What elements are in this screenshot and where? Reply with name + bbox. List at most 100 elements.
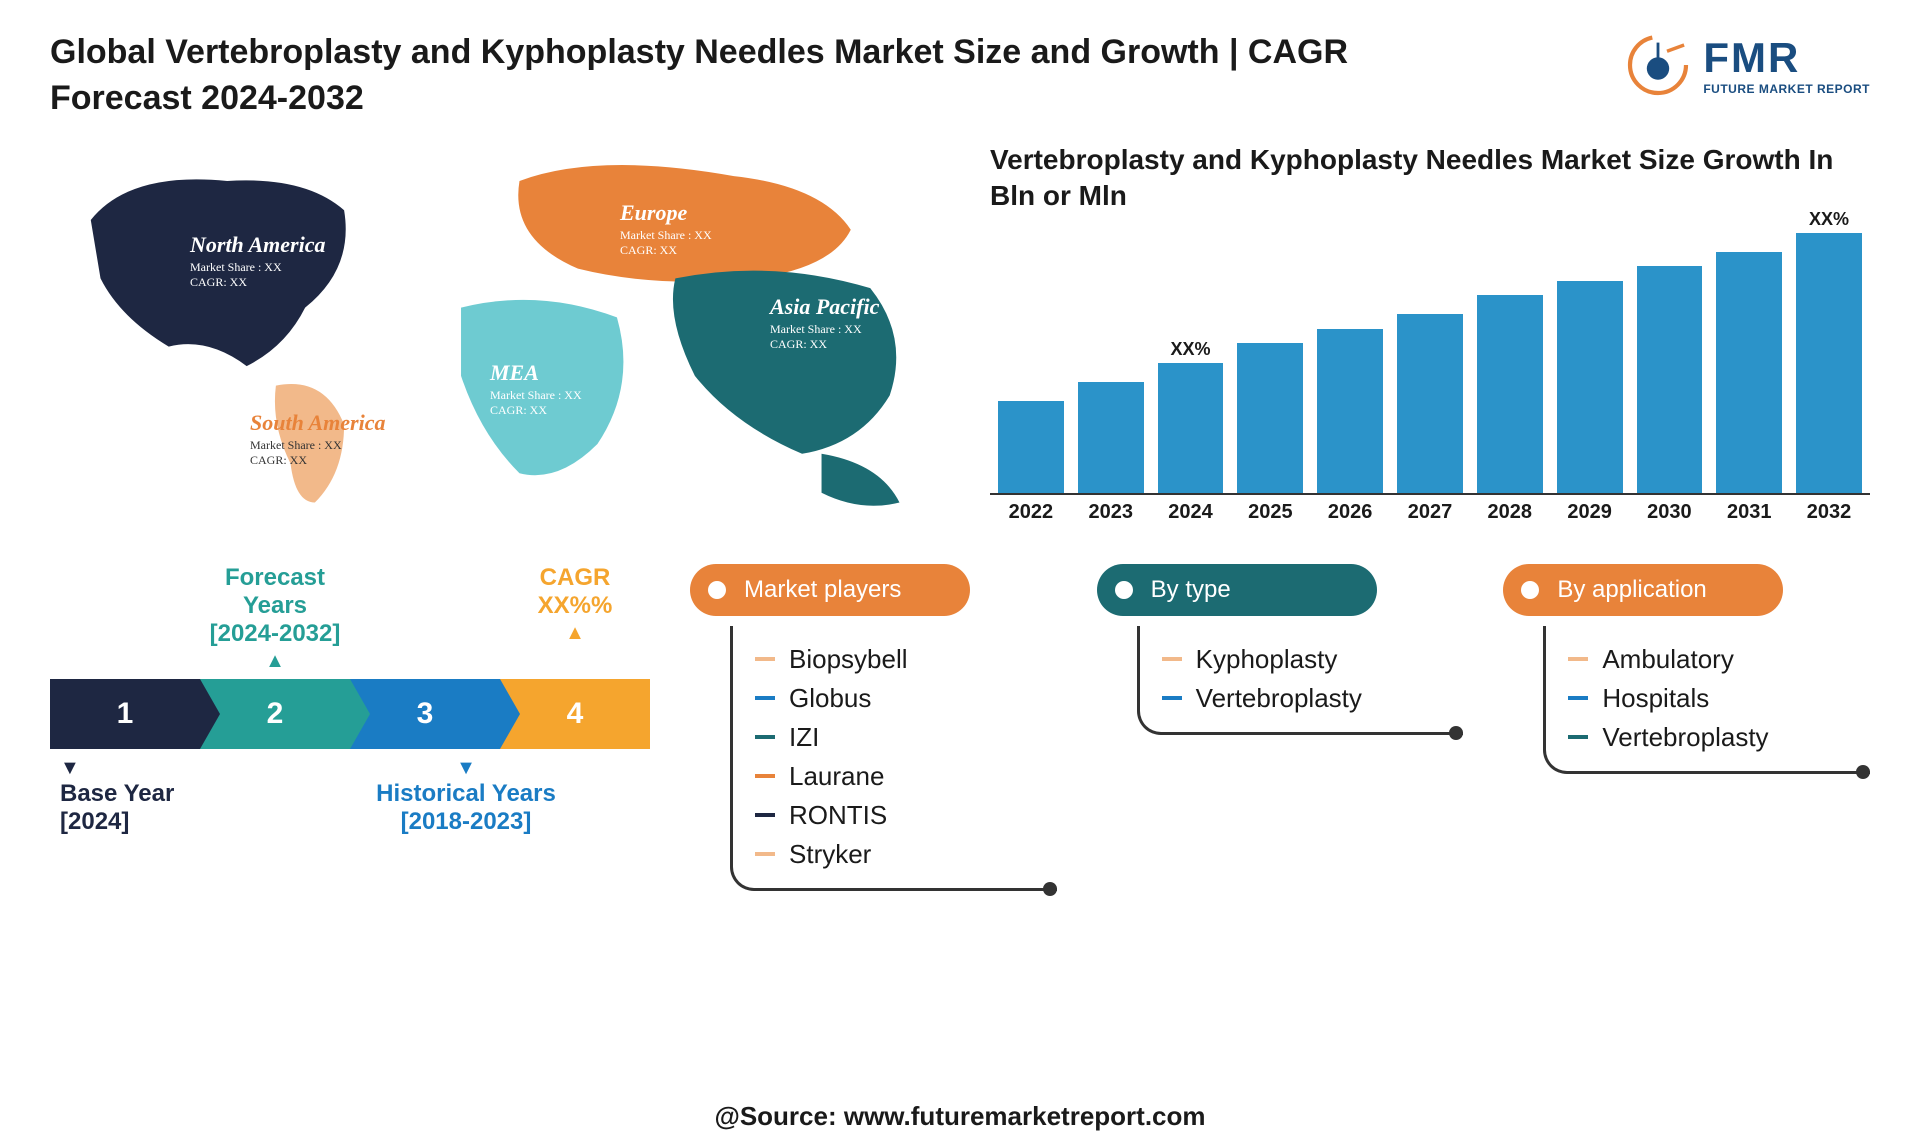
cagr-text: CAGR — [540, 564, 611, 591]
list-item-text: Laurane — [789, 761, 884, 792]
bar — [998, 401, 1064, 492]
category-list: BiopsybellGlobusIZILauraneRONTISStryker — [730, 626, 1057, 891]
tick-icon — [755, 735, 775, 739]
bar — [1557, 281, 1623, 493]
timeline-segment-4: 4 — [500, 679, 650, 749]
list-item-text: Kyphoplasty — [1196, 644, 1338, 675]
category-pill: By application — [1503, 564, 1783, 616]
bar — [1397, 314, 1463, 492]
list-item-text: Stryker — [789, 839, 871, 870]
bar — [1637, 266, 1703, 492]
bar-annotation: XX% — [1809, 209, 1849, 230]
timeline-segment-3: 3 — [350, 679, 500, 749]
infographic-root: Global Vertebroplasty and Kyphoplasty Ne… — [0, 0, 1920, 1146]
list-item-text: Globus — [789, 683, 871, 714]
bottom-row: Forecast Years [2024-2032] ▲ CAGR XX%% ▲… — [50, 564, 1870, 891]
bar-col — [1078, 382, 1144, 493]
tick-icon — [1162, 657, 1182, 661]
list-item: Ambulatory — [1568, 640, 1870, 679]
bar-col — [1397, 314, 1463, 492]
list-item: Vertebroplasty — [1162, 679, 1464, 718]
header: Global Vertebroplasty and Kyphoplasty Ne… — [50, 30, 1870, 122]
brand-logo: FMR FUTURE MARKET REPORT — [1623, 30, 1870, 100]
tick-icon — [1568, 696, 1588, 700]
category-column: Market players Biopsybell Globus IZI Laurane… — [690, 564, 1057, 891]
world-map: North America Market Share : XXCAGR: XX S… — [50, 142, 950, 522]
logo-icon — [1623, 30, 1693, 100]
year-label: 2022 — [998, 501, 1064, 524]
bar: XX% — [1796, 233, 1862, 493]
list-item-text: Biopsybell — [789, 644, 908, 675]
bar — [1237, 343, 1303, 492]
year-label: 2028 — [1477, 501, 1543, 524]
list-item: IZI — [755, 718, 1057, 757]
bar-col: XX% — [1158, 363, 1224, 493]
bar-col — [1637, 266, 1703, 492]
tick-icon — [755, 852, 775, 856]
forecast-range: [2024-2032] — [210, 620, 341, 647]
year-label: 2025 — [1237, 501, 1303, 524]
year-label: 2024 — [1158, 501, 1224, 524]
base-text: Base Year — [60, 780, 174, 807]
list-item: Kyphoplasty — [1162, 640, 1464, 679]
bar-col — [1237, 343, 1303, 492]
region-label-na: North America Market Share : XXCAGR: XX — [190, 232, 325, 291]
bar-col — [998, 401, 1064, 492]
year-label: 2027 — [1397, 501, 1463, 524]
hist-range: [2018-2023] — [401, 808, 532, 835]
bars-area: XX% XX% — [990, 225, 1870, 495]
tick-icon — [1568, 657, 1588, 661]
hist-label: ▼ Historical Years [2018-2023] — [350, 755, 582, 836]
bar-annotation: XX% — [1171, 339, 1211, 360]
triangle-down-icon: ▲ — [500, 622, 650, 645]
list-item: Biopsybell — [755, 640, 1057, 679]
cagr-label: CAGR XX%% ▲ — [500, 564, 650, 673]
category-pill: Market players — [690, 564, 970, 616]
dot-icon — [1521, 581, 1539, 599]
forecast-text: Forecast Years — [225, 564, 325, 619]
bar-col — [1557, 281, 1623, 493]
triangle-down-icon: ▼ — [60, 757, 234, 780]
logo-text: FMR FUTURE MARKET REPORT — [1703, 34, 1870, 96]
timeline-bar: 1234 — [50, 679, 650, 749]
list-item: Globus — [755, 679, 1057, 718]
base-range: [2024] — [60, 808, 129, 835]
list-item-text: Hospitals — [1602, 683, 1709, 714]
tick-icon — [755, 657, 775, 661]
list-item-text: IZI — [789, 722, 819, 753]
category-pill: By type — [1097, 564, 1377, 616]
timeline-bottom-labels: ▼ Base Year [2024] ▼ Historical Years [2… — [50, 755, 650, 836]
category-list: Kyphoplasty Vertebroplasty — [1137, 626, 1464, 735]
timeline-segment-1: 1 — [50, 679, 200, 749]
triangle-down-icon: ▲ — [200, 650, 350, 673]
region-label-sa: South America Market Share : XXCAGR: XX — [250, 410, 386, 469]
tick-icon — [1162, 696, 1182, 700]
bar — [1477, 295, 1543, 492]
dot-icon — [1115, 581, 1133, 599]
category-columns: Market players Biopsybell Globus IZI Laurane… — [690, 564, 1870, 891]
list-item-text: Vertebroplasty — [1196, 683, 1362, 714]
cagr-value: XX%% — [538, 592, 613, 619]
list-item: Hospitals — [1568, 679, 1870, 718]
timeline-segment-2: 2 — [200, 679, 350, 749]
forecast-label: Forecast Years [2024-2032] ▲ — [200, 564, 350, 673]
source-footer: @Source: www.futuremarketreport.com — [0, 1101, 1920, 1132]
list-item-text: Vertebroplasty — [1602, 722, 1768, 753]
category-title: By application — [1557, 576, 1706, 604]
page-title: Global Vertebroplasty and Kyphoplasty Ne… — [50, 30, 1450, 122]
logo-main-text: FMR — [1703, 34, 1870, 82]
hist-text: Historical Years — [376, 780, 556, 807]
list-item: Vertebroplasty — [1568, 718, 1870, 757]
list-item-text: Ambulatory — [1602, 644, 1734, 675]
category-column: By application Ambulatory Hospitals Vertebr… — [1503, 564, 1870, 891]
region-label-eu: Europe Market Share : XXCAGR: XX — [620, 200, 712, 259]
year-label: 2023 — [1078, 501, 1144, 524]
category-title: By type — [1151, 576, 1231, 604]
category-list: Ambulatory Hospitals Vertebroplasty — [1543, 626, 1870, 774]
logo-sub-text: FUTURE MARKET REPORT — [1703, 82, 1870, 96]
dot-icon — [708, 581, 726, 599]
bar-col — [1716, 252, 1782, 493]
main-row: North America Market Share : XXCAGR: XX S… — [50, 142, 1870, 524]
category-column: By type Kyphoplasty Vertebroplasty — [1097, 564, 1464, 891]
year-label: 2030 — [1637, 501, 1703, 524]
